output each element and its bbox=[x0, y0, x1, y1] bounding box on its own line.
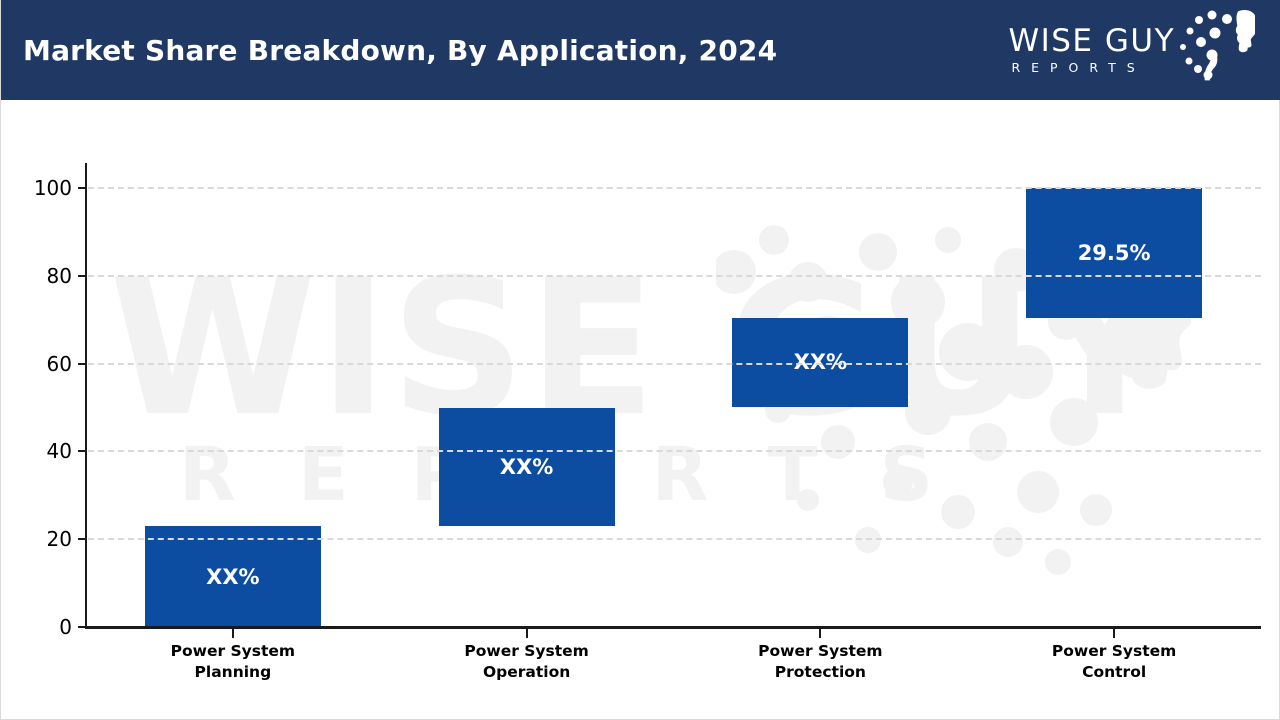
y-tick-label: 100 bbox=[33, 176, 72, 200]
bar-value-label: XX% bbox=[499, 454, 554, 479]
gridline bbox=[88, 274, 1261, 277]
logo: WISE GUY REPORTS bbox=[1008, 9, 1255, 91]
x-tick-mark bbox=[1113, 629, 1116, 638]
y-tick-label: 0 bbox=[59, 615, 72, 639]
x-tick-mark bbox=[231, 629, 234, 638]
gridline bbox=[88, 362, 1261, 365]
y-tick-mark bbox=[78, 362, 85, 365]
logo-subtitle: REPORTS bbox=[1011, 59, 1146, 75]
bar-power-system-operation: XX% bbox=[438, 407, 615, 527]
y-tick-label: 60 bbox=[46, 351, 72, 376]
logo-text: WISE GUY REPORTS bbox=[1008, 22, 1175, 75]
y-tick-mark bbox=[78, 626, 85, 628]
gridline bbox=[88, 538, 1261, 541]
category-label: Power System Operation bbox=[464, 642, 589, 681]
gridline bbox=[88, 450, 1261, 453]
y-tick-mark bbox=[78, 187, 85, 189]
x-tick-mark bbox=[525, 629, 528, 638]
bar-power-system-control: 29.5% bbox=[1026, 188, 1203, 318]
bar-value-label: XX% bbox=[206, 564, 260, 589]
y-tick-mark bbox=[78, 450, 85, 453]
header: Market Share Breakdown, By Application, … bbox=[1, 0, 1280, 100]
category-label: Power System Control bbox=[1051, 642, 1177, 681]
y-tick-mark bbox=[78, 538, 85, 541]
category-label: Power System Planning bbox=[170, 642, 296, 681]
y-tick-label: 40 bbox=[46, 439, 72, 464]
bar-value-label: 29.5% bbox=[1077, 240, 1151, 265]
gridline bbox=[88, 187, 1261, 189]
category-label: Power System Protection bbox=[758, 642, 883, 681]
x-axis-line bbox=[85, 626, 1261, 629]
x-tick-mark bbox=[819, 629, 822, 638]
logo-face-icon bbox=[1180, 10, 1255, 81]
y-tick-label: 80 bbox=[46, 263, 72, 288]
y-axis-line bbox=[85, 163, 87, 628]
logo-wordmark: WISE GUY bbox=[1008, 22, 1175, 59]
y-tick-label: 20 bbox=[46, 527, 72, 552]
page-title: Market Share Breakdown, By Application, … bbox=[23, 33, 778, 67]
bar-power-system-planning: XX% bbox=[144, 526, 321, 627]
y-tick-mark bbox=[78, 274, 85, 277]
